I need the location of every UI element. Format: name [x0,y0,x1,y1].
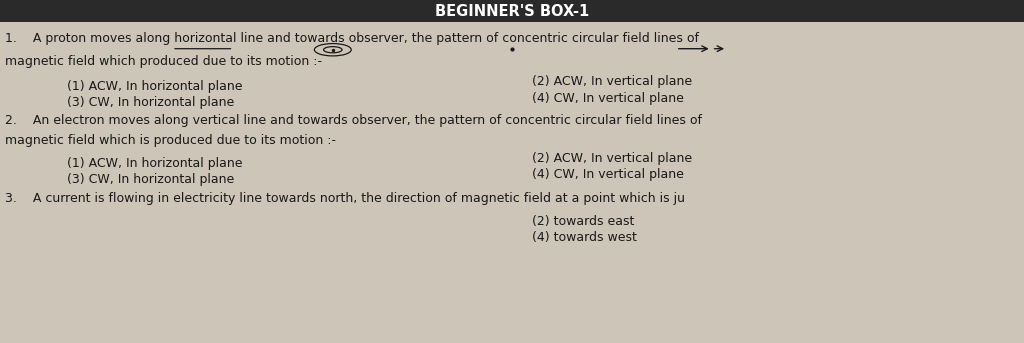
Text: (2) ACW, In vertical plane: (2) ACW, In vertical plane [532,152,692,165]
Text: 3.    A current is flowing in electricity line towards north, the direction of m: 3. A current is flowing in electricity l… [5,192,685,205]
Text: (2) towards east: (2) towards east [532,215,635,228]
Text: (4) CW, In vertical plane: (4) CW, In vertical plane [532,168,684,181]
Text: magnetic field which produced due to its motion :-: magnetic field which produced due to its… [5,55,323,68]
Text: (1) ACW, In horizontal plane: (1) ACW, In horizontal plane [67,157,242,170]
Text: 2.    An electron moves along vertical line and towards observer, the pattern of: 2. An electron moves along vertical line… [5,114,702,127]
Text: (3) CW, In horizontal plane: (3) CW, In horizontal plane [67,96,233,109]
Text: (4) CW, In vertical plane: (4) CW, In vertical plane [532,92,684,105]
Text: (3) CW, In horizontal plane: (3) CW, In horizontal plane [67,173,233,186]
Text: BEGINNER'S BOX-1: BEGINNER'S BOX-1 [435,4,589,19]
Text: (2) ACW, In vertical plane: (2) ACW, In vertical plane [532,75,692,88]
Text: (1) ACW, In horizontal plane: (1) ACW, In horizontal plane [67,80,242,93]
Text: 1.    A proton moves along horizontal line and towards observer, the pattern of : 1. A proton moves along horizontal line … [5,32,699,45]
Text: (4) towards west: (4) towards west [532,231,637,244]
FancyBboxPatch shape [0,0,1024,22]
Text: magnetic field which is produced due to its motion :-: magnetic field which is produced due to … [5,134,336,147]
